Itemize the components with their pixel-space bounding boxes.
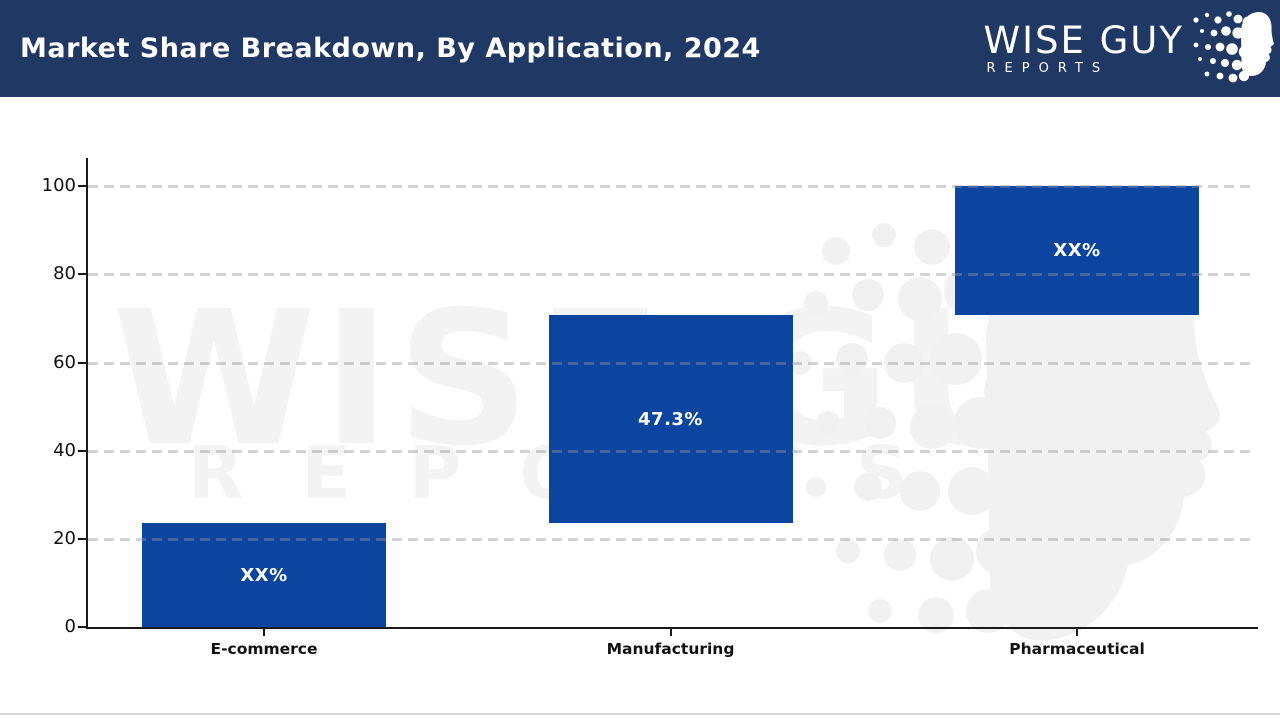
logo-text: WISE GUY REPORTS [984, 22, 1184, 76]
y-axis-line [86, 158, 88, 627]
y-tick-mark-80 [78, 273, 86, 276]
footer-divider [0, 713, 1280, 715]
logo-head-icon [1193, 10, 1274, 82]
y-tick-mark-0 [78, 626, 86, 628]
x-tick-mark-pharmaceutical [1076, 629, 1078, 636]
gridline-60 [88, 361, 1256, 365]
y-tick-label-40: 40 [53, 439, 76, 461]
y-tick-label-100: 100 [41, 175, 76, 197]
bar-value-label-manufacturing: 47.3% [638, 408, 703, 430]
x-category-label-e-commerce: E-commerce [210, 640, 318, 658]
x-category-label-pharmaceutical: Pharmaceutical [1009, 640, 1145, 658]
header-bar: Market Share Breakdown, By Application, … [0, 0, 1280, 97]
wise-guy-logo: WISE GUY REPORTS [984, 8, 1280, 90]
y-tick-label-60: 60 [53, 351, 76, 373]
gridline-40 [88, 449, 1256, 453]
y-tick-mark-100 [78, 185, 86, 188]
y-tick-label-80: 80 [53, 263, 76, 285]
bar-value-label-e-commerce: XX% [240, 564, 288, 586]
bar-pharmaceutical: XX% [955, 186, 1199, 315]
bar-manufacturing: 47.3% [548, 314, 793, 524]
y-tick-mark-40 [78, 449, 86, 452]
page-title: Market Share Breakdown, By Application, … [20, 33, 761, 64]
gridline-20 [88, 537, 1256, 541]
y-tick-label-0: 0 [64, 616, 76, 637]
bar-e-commerce: XX% [142, 523, 386, 627]
x-tick-mark-manufacturing [669, 629, 672, 636]
y-tick-label-20: 20 [53, 527, 76, 549]
logo-wordmark: WISE GUY [983, 18, 1184, 62]
x-axis-line [86, 627, 1258, 629]
bar-value-label-pharmaceutical: XX% [1053, 240, 1101, 262]
x-category-label-manufacturing: Manufacturing [606, 640, 735, 658]
y-tick-mark-20 [78, 537, 86, 540]
logo-subtitle: REPORTS [986, 60, 1110, 76]
y-tick-mark-60 [78, 361, 86, 364]
gridline-80 [88, 273, 1256, 277]
gridline-100 [88, 185, 1256, 189]
x-tick-mark-e-commerce [263, 629, 265, 636]
